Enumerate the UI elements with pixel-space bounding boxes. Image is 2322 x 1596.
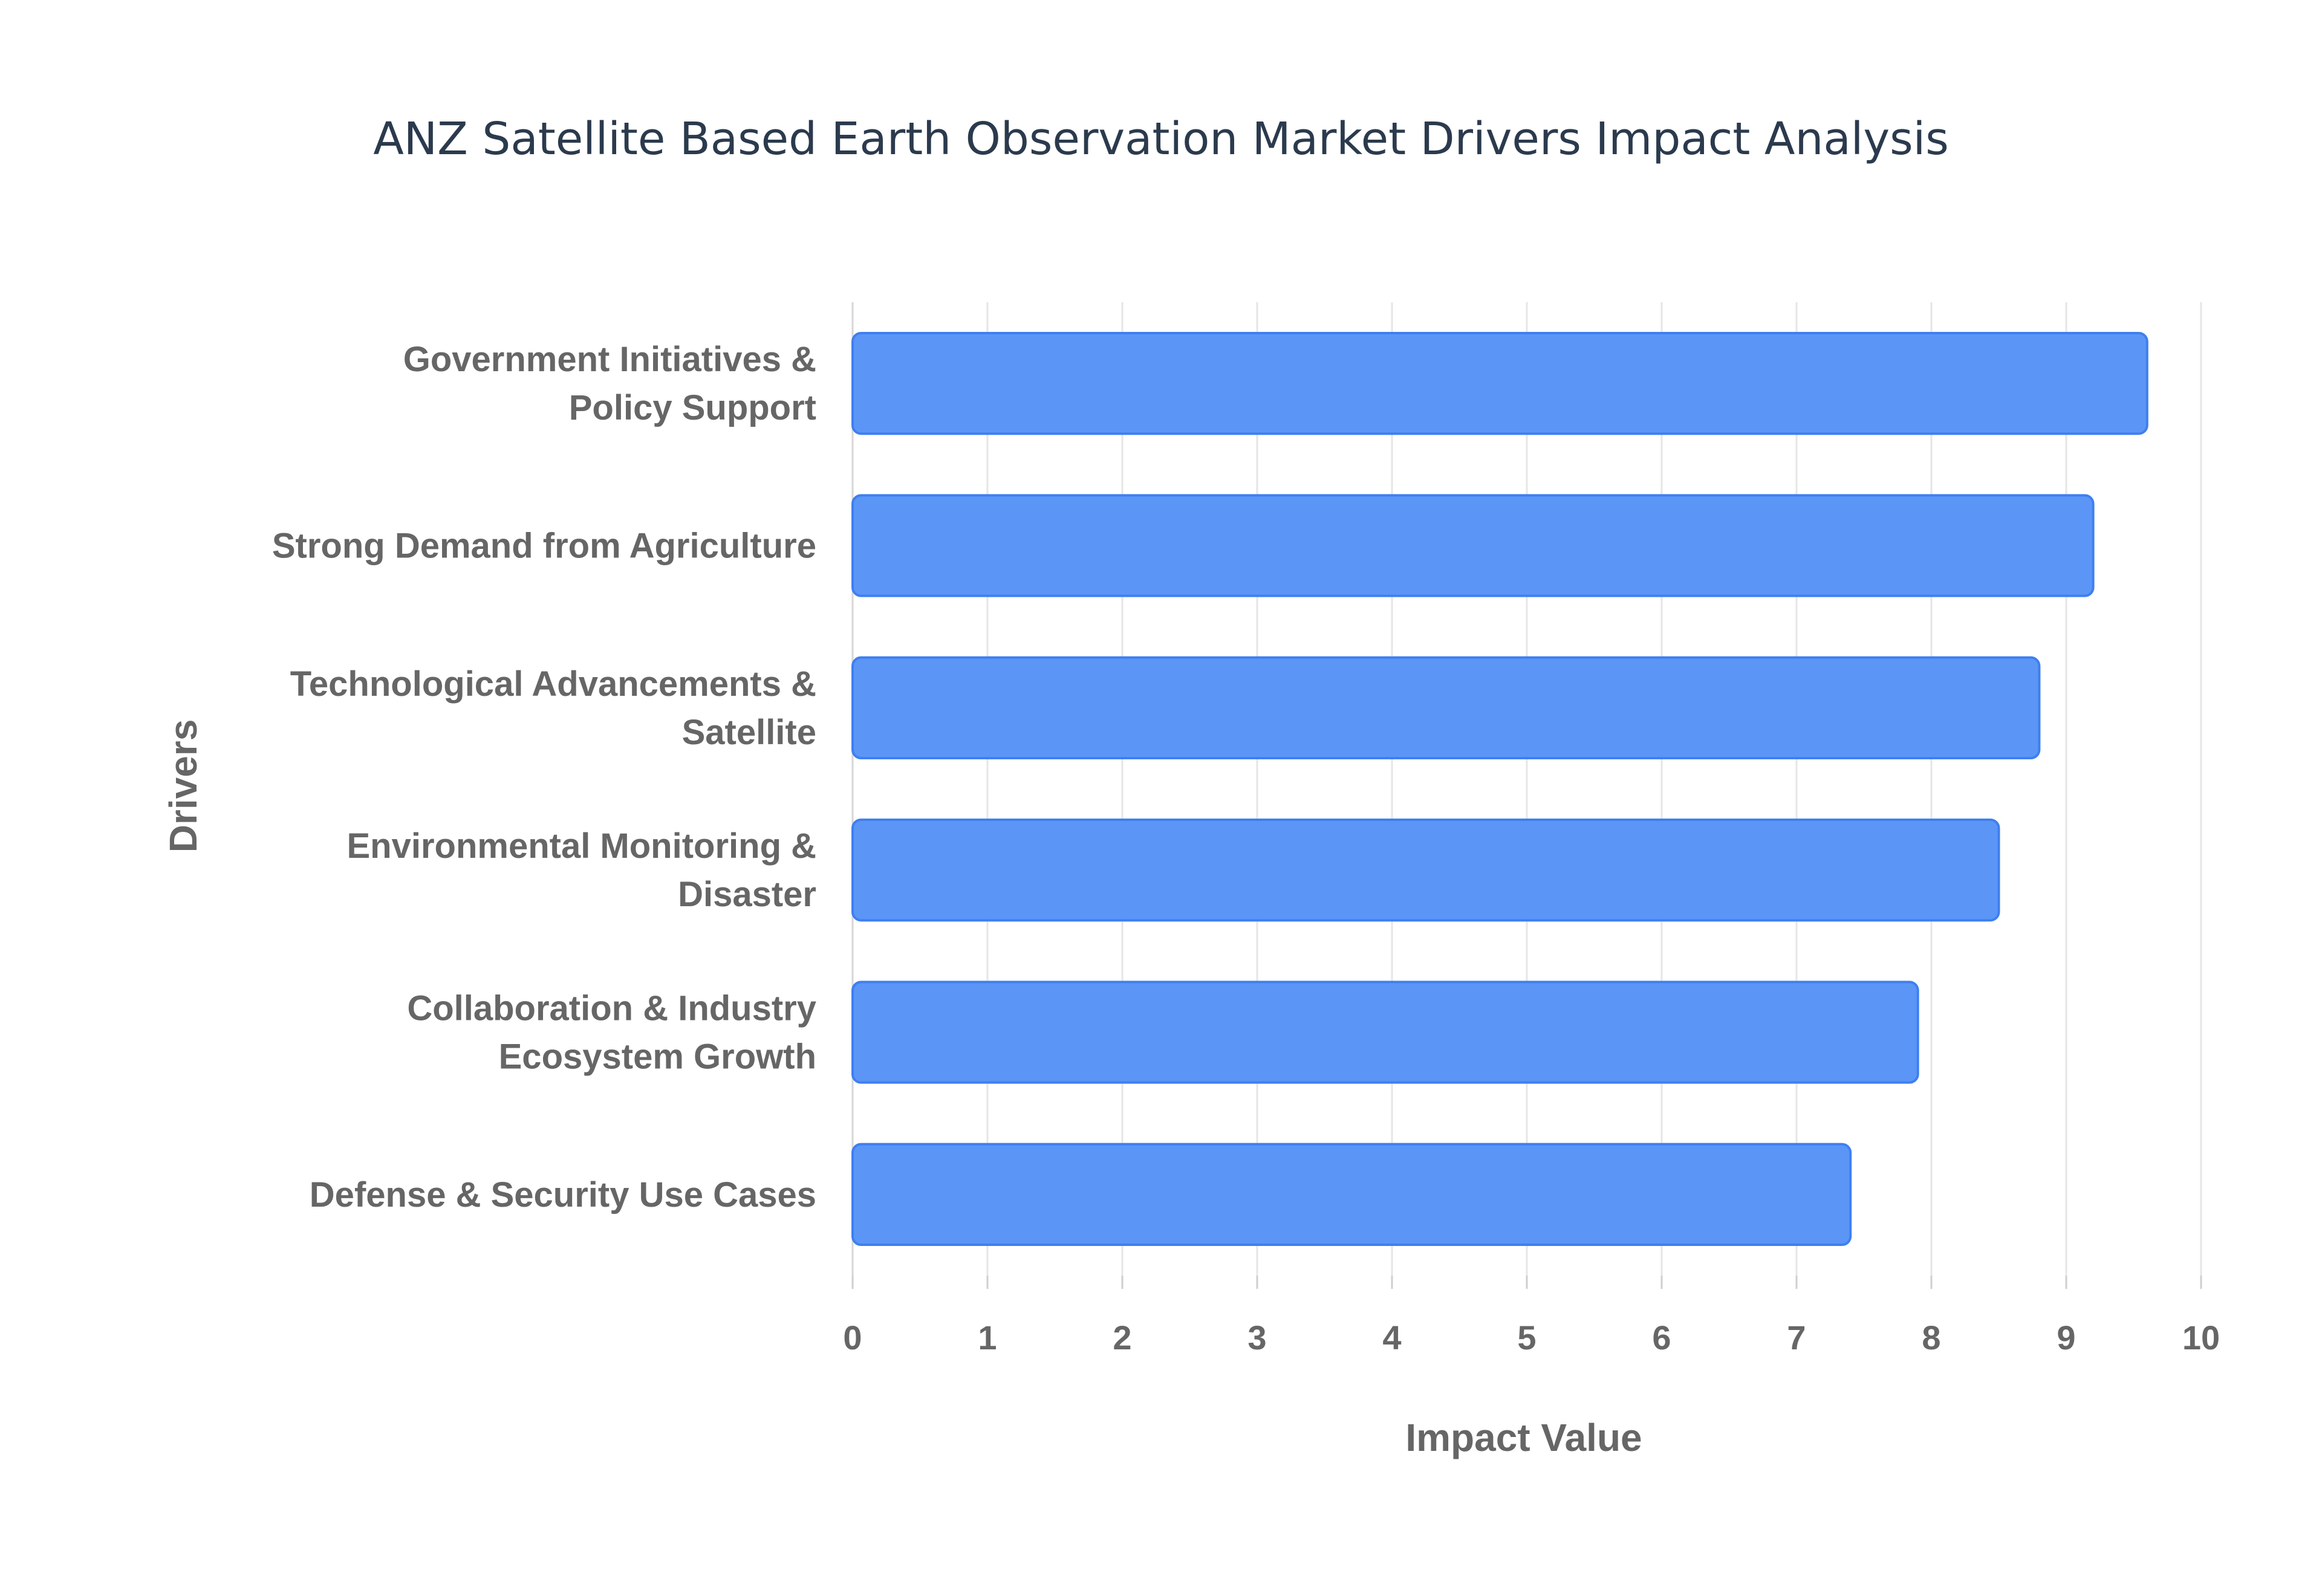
chart-title: ANZ Satellite Based Earth Observation Ma… bbox=[373, 113, 1949, 165]
category-label: Disaster bbox=[678, 875, 816, 914]
x-tick-label: 5 bbox=[1517, 1319, 1536, 1357]
bar bbox=[851, 656, 2041, 760]
category-label: Satellite bbox=[682, 713, 816, 752]
category-label: Collaboration & Industry bbox=[407, 989, 816, 1028]
category-label: Technological Advancements & bbox=[290, 664, 816, 704]
category-label: Environmental Monitoring & bbox=[346, 826, 816, 866]
y-axis-category-labels: Government Initiatives & Policy Support St… bbox=[272, 340, 816, 1215]
x-tick-label: 9 bbox=[2057, 1319, 2075, 1357]
x-tick-label: 8 bbox=[1922, 1319, 1940, 1357]
category-label: Policy Support bbox=[569, 388, 816, 427]
bar bbox=[851, 331, 2148, 435]
category-label: Defense & Security Use Cases bbox=[310, 1175, 816, 1215]
x-tick-label: 7 bbox=[1787, 1319, 1806, 1357]
gridlines bbox=[851, 302, 2202, 1289]
category-label: Strong Demand from Agriculture bbox=[272, 527, 816, 566]
x-tick-label: 10 bbox=[2182, 1319, 2220, 1357]
x-tick-label: 0 bbox=[843, 1319, 862, 1357]
bar bbox=[851, 494, 2095, 597]
bars bbox=[851, 331, 2148, 1247]
x-tick-label: 6 bbox=[1652, 1319, 1671, 1357]
x-axis-tick-labels: 0 1 2 3 4 5 6 7 8 9 10 bbox=[843, 1319, 2220, 1357]
x-tick-label: 2 bbox=[1113, 1319, 1131, 1357]
category-label: Ecosystem Growth bbox=[499, 1037, 816, 1077]
x-tick-label: 3 bbox=[1247, 1319, 1266, 1357]
bar bbox=[851, 1143, 1852, 1247]
x-tick-label: 4 bbox=[1382, 1319, 1401, 1357]
bar bbox=[851, 981, 1919, 1084]
x-axis-title: Impact Value bbox=[1405, 1416, 1642, 1459]
category-label: Government Initiatives & bbox=[403, 340, 816, 379]
x-tick-label: 1 bbox=[978, 1319, 997, 1357]
y-axis-title: Drivers bbox=[161, 719, 205, 853]
bar bbox=[851, 818, 2000, 922]
